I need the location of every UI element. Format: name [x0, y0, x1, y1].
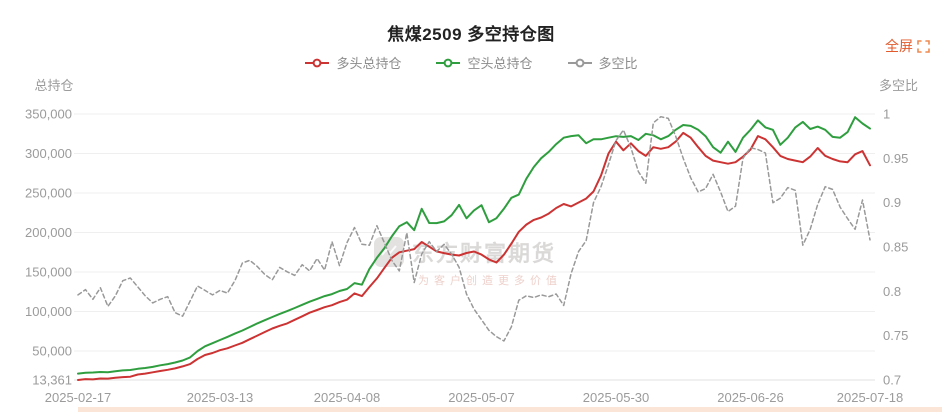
- x-axis-tick-label: 2025-02-17: [45, 390, 112, 405]
- legend-label-long: 多头总持仓: [336, 56, 402, 71]
- right-axis-name: 多空比: [879, 78, 918, 93]
- x-axis-tick-label: 2025-07-18: [837, 390, 904, 405]
- y-axis-left-tick-label: 200,000: [25, 225, 72, 240]
- fullscreen-button[interactable]: 全屏: [885, 36, 930, 56]
- x-axis-tick-label: 2025-05-07: [448, 390, 515, 405]
- left-axis-name: 总持仓: [34, 78, 73, 93]
- x-axis-tick-label: 2025-04-08: [314, 390, 381, 405]
- y-axis-left-tick-label: 13,361: [32, 373, 72, 388]
- y-axis-right-tick-label: 0.7: [883, 373, 901, 388]
- y-axis-right-tick-label: 1: [883, 107, 890, 122]
- y-axis-left-tick-label: 50,000: [32, 344, 72, 359]
- chart-legend: 多头总持仓 空头总持仓 多空比: [0, 53, 942, 72]
- fullscreen-label: 全屏: [885, 38, 913, 54]
- legend-item-short[interactable]: 空头总持仓: [435, 53, 533, 72]
- y-axis-left-tick-label: 100,000: [25, 304, 72, 319]
- legend-marker-ratio-icon: [567, 58, 592, 67]
- y-axis-right-tick-label: 0.85: [883, 240, 908, 255]
- series-short-line[interactable]: [77, 116, 871, 375]
- legend-item-long[interactable]: 多头总持仓: [304, 53, 401, 72]
- y-axis-right-tick-label: 0.8: [883, 284, 901, 299]
- x-axis-tick-label: 2025-05-30: [583, 390, 650, 405]
- legend-marker-short-icon: [436, 58, 461, 67]
- legend-label-short: 空头总持仓: [467, 56, 533, 71]
- series-long-line[interactable]: [77, 131, 871, 381]
- legend-item-ratio[interactable]: 多空比: [567, 53, 638, 72]
- y-axis-right-tick-label: 0.95: [883, 151, 908, 166]
- bottom-scroll-strip[interactable]: [78, 407, 942, 412]
- x-axis-tick-label: 2025-03-13: [187, 390, 254, 405]
- y-axis-left-tick-label: 350,000: [25, 107, 72, 122]
- series-ratio-line[interactable]: [77, 115, 871, 342]
- y-axis-right-tick-label: 0.9: [883, 195, 901, 210]
- fullscreen-icon: [917, 39, 930, 53]
- y-axis-left-tick-label: 250,000: [25, 186, 72, 201]
- y-axis-left-tick-label: 300,000: [25, 146, 72, 161]
- legend-label-ratio: 多空比: [598, 56, 638, 71]
- legend-marker-long-icon: [305, 58, 330, 67]
- y-axis-right-tick-label: 0.75: [883, 328, 908, 343]
- page-title: 焦煤2509 多空持仓图: [387, 25, 555, 44]
- y-axis-left-tick-label: 150,000: [25, 265, 72, 280]
- x-axis-tick-label: 2025-06-26: [717, 390, 784, 405]
